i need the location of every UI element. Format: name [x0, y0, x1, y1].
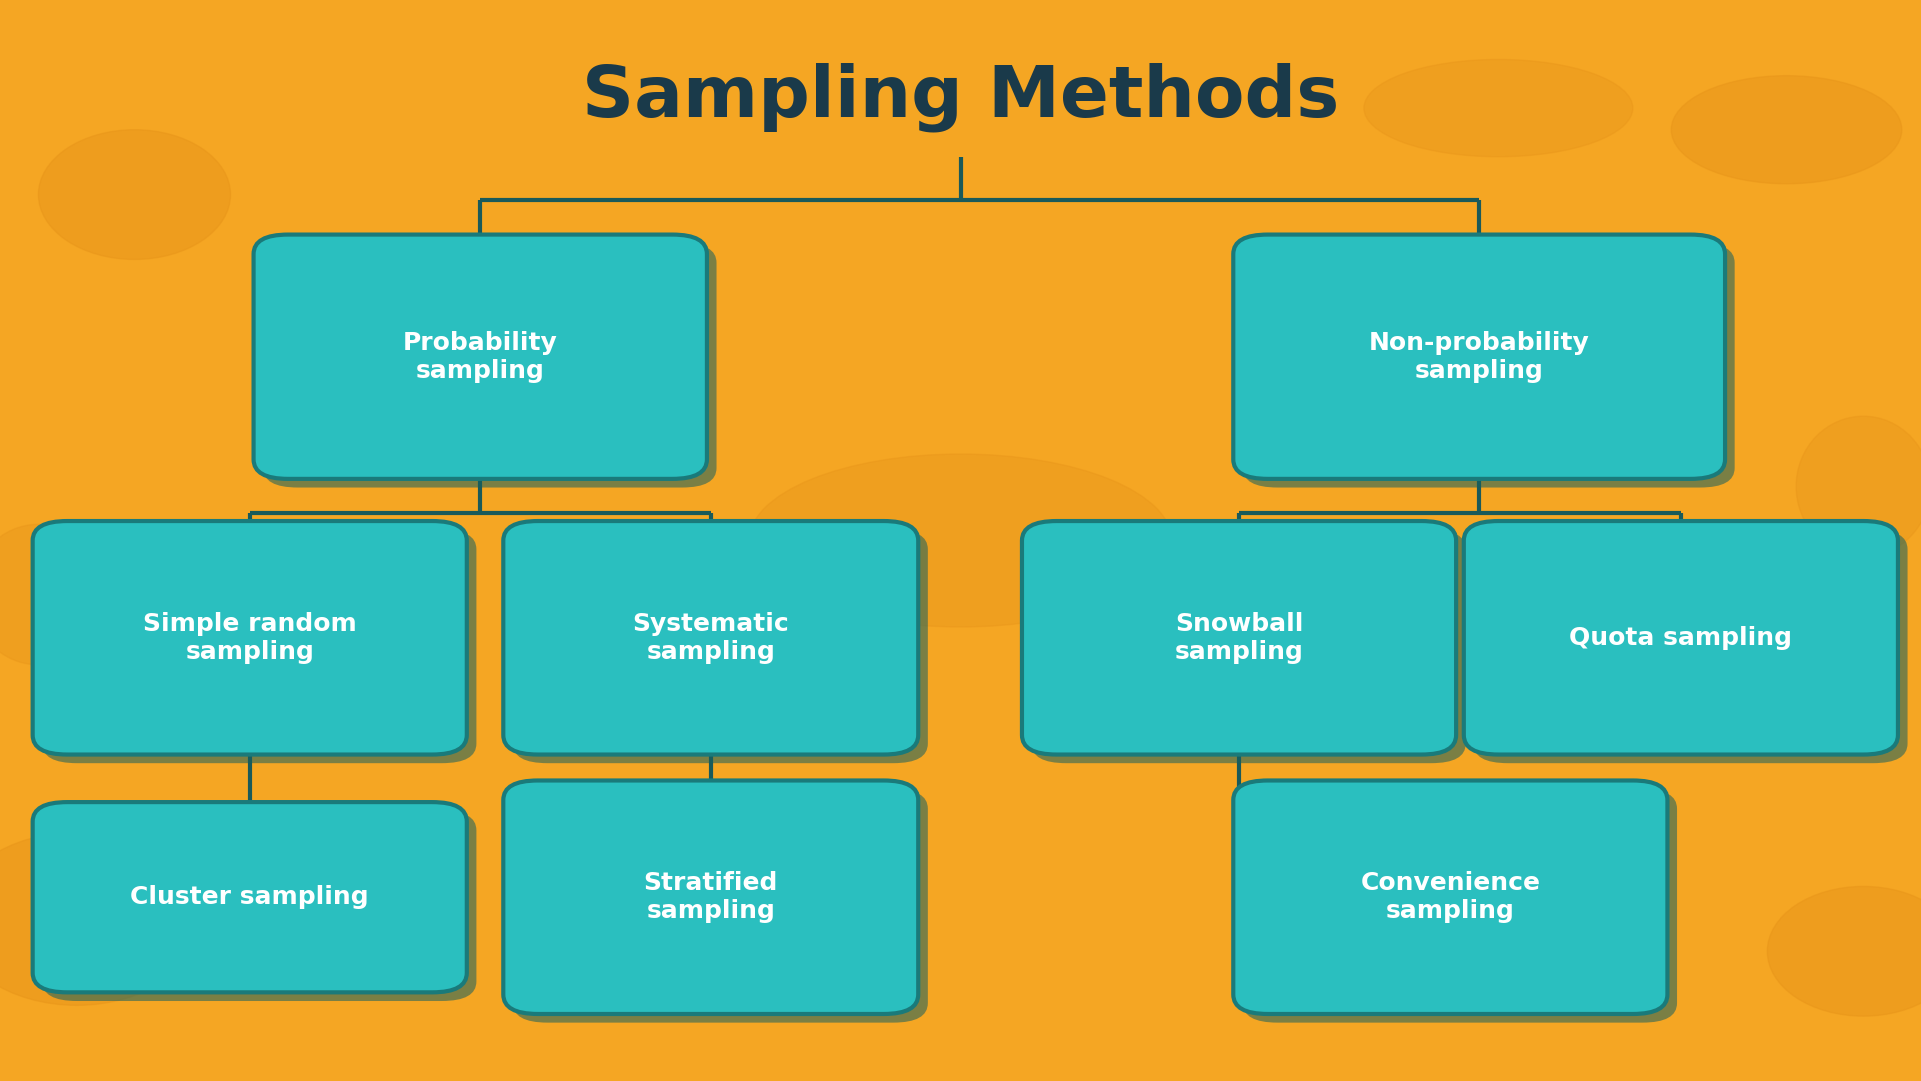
- FancyBboxPatch shape: [254, 235, 707, 479]
- Text: Sampling Methods: Sampling Methods: [582, 63, 1339, 132]
- FancyBboxPatch shape: [1243, 789, 1677, 1023]
- FancyBboxPatch shape: [1032, 530, 1466, 763]
- FancyBboxPatch shape: [1233, 780, 1667, 1014]
- FancyBboxPatch shape: [42, 530, 476, 763]
- Text: Systematic
sampling: Systematic sampling: [632, 612, 790, 664]
- Text: Snowball
sampling: Snowball sampling: [1174, 612, 1304, 664]
- Ellipse shape: [1364, 59, 1633, 157]
- FancyBboxPatch shape: [503, 780, 918, 1014]
- FancyBboxPatch shape: [263, 243, 717, 488]
- Ellipse shape: [38, 130, 231, 259]
- Ellipse shape: [1671, 76, 1902, 184]
- Text: Convenience
sampling: Convenience sampling: [1360, 871, 1541, 923]
- FancyBboxPatch shape: [503, 521, 918, 755]
- FancyBboxPatch shape: [33, 521, 467, 755]
- Text: Non-probability
sampling: Non-probability sampling: [1370, 331, 1589, 383]
- FancyBboxPatch shape: [33, 802, 467, 992]
- Ellipse shape: [0, 832, 202, 1005]
- FancyBboxPatch shape: [1233, 235, 1725, 479]
- FancyBboxPatch shape: [513, 530, 928, 763]
- Text: Quota sampling: Quota sampling: [1569, 626, 1792, 650]
- FancyBboxPatch shape: [1022, 521, 1456, 755]
- FancyBboxPatch shape: [42, 811, 476, 1001]
- FancyBboxPatch shape: [1473, 530, 1908, 763]
- Text: Probability
sampling: Probability sampling: [403, 331, 557, 383]
- Text: Cluster sampling: Cluster sampling: [131, 885, 369, 909]
- Text: Stratified
sampling: Stratified sampling: [644, 871, 778, 923]
- Text: Simple random
sampling: Simple random sampling: [142, 612, 357, 664]
- Ellipse shape: [749, 454, 1172, 627]
- Ellipse shape: [0, 524, 106, 665]
- Ellipse shape: [1796, 416, 1921, 557]
- FancyBboxPatch shape: [1464, 521, 1898, 755]
- FancyBboxPatch shape: [513, 789, 928, 1023]
- Ellipse shape: [1767, 886, 1921, 1016]
- FancyBboxPatch shape: [1243, 243, 1735, 488]
